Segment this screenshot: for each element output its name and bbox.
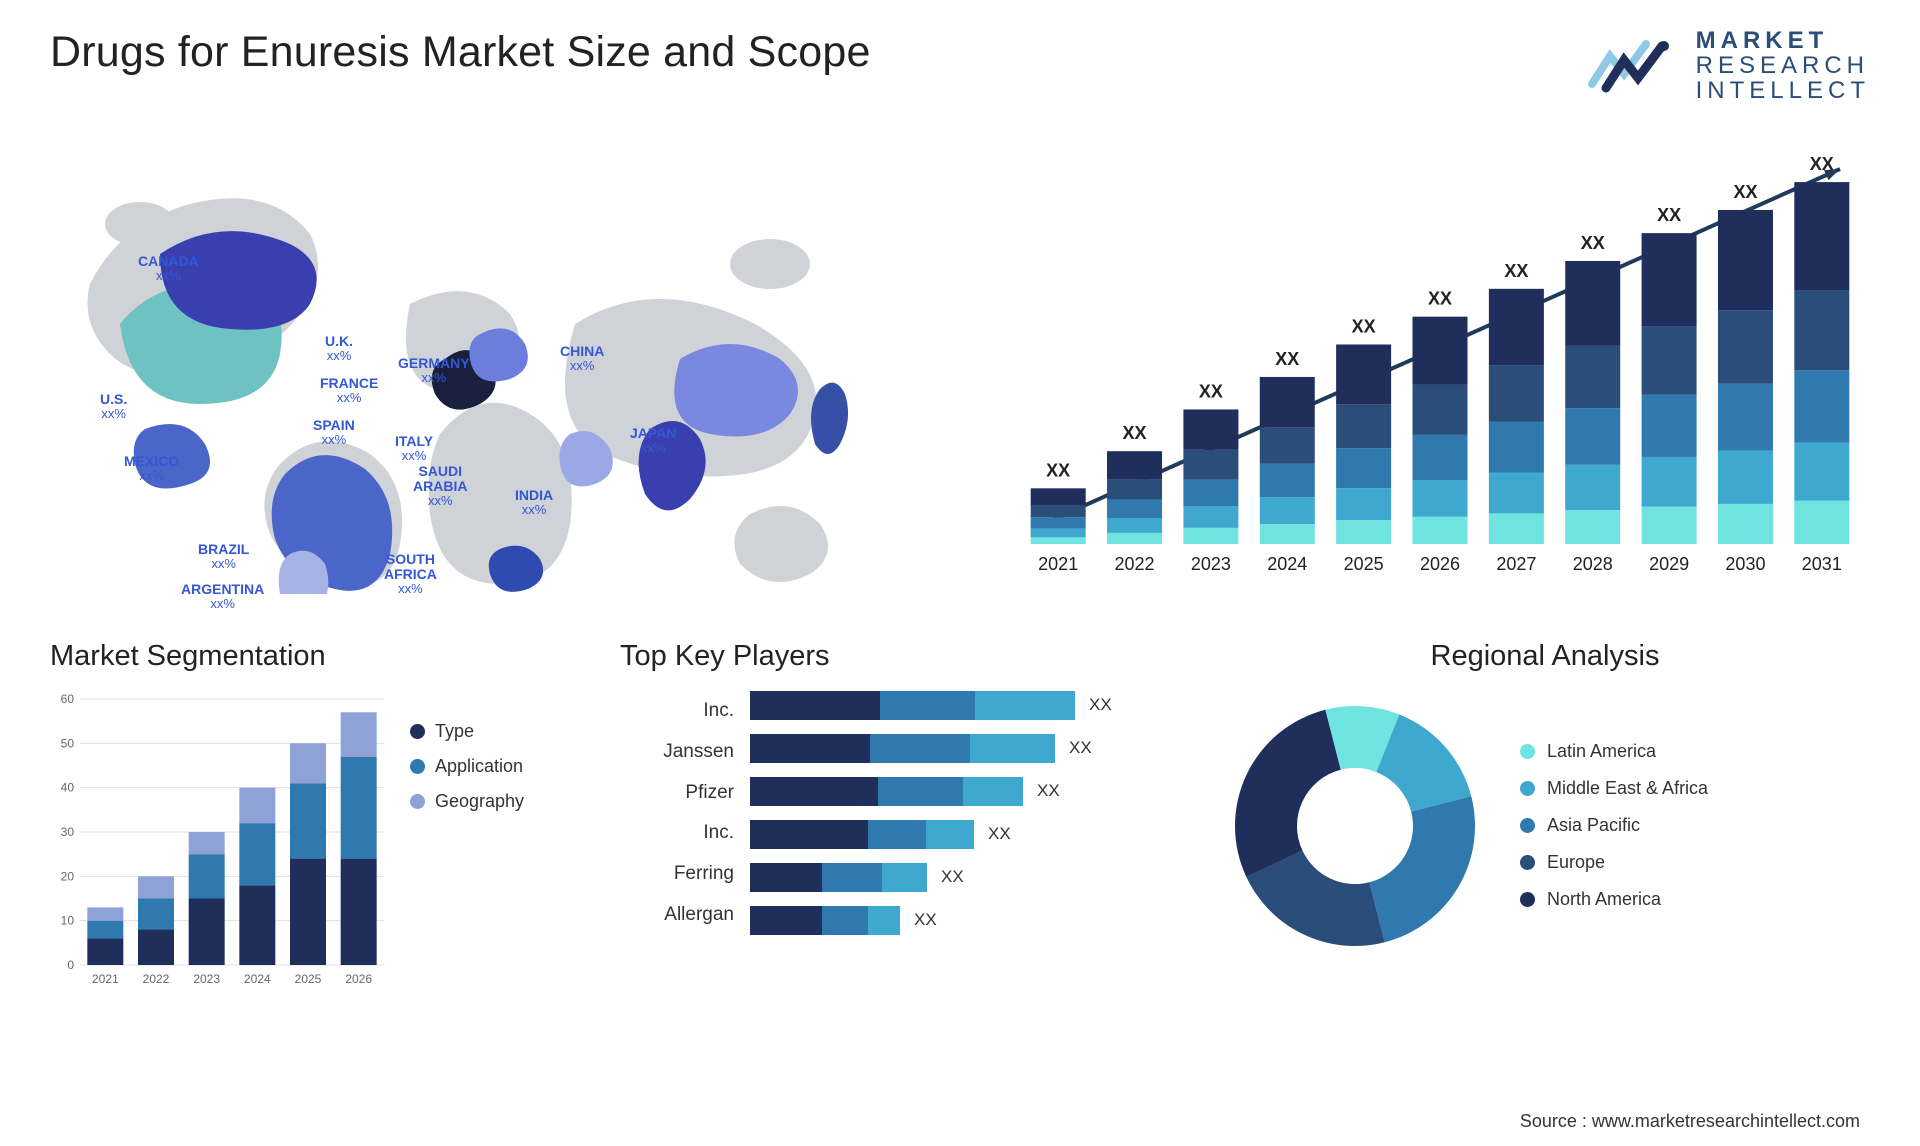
logo-line2: RESEARCH (1696, 53, 1870, 78)
svg-text:2023: 2023 (1191, 554, 1231, 574)
map-label: GERMANYxx% (398, 356, 470, 386)
logo-line1: MARKET (1696, 28, 1870, 53)
map-label: U.K.xx% (325, 334, 353, 364)
section-regional: Regional Analysis Latin America Middle Ea… (1220, 640, 1870, 996)
player-value: XX (1069, 738, 1092, 758)
map-label: JAPANxx% (630, 426, 676, 456)
svg-text:10: 10 (61, 913, 75, 927)
segmentation-legend: Type Application Geography (410, 721, 524, 996)
regional-donut (1220, 691, 1490, 961)
logo-icon (1588, 36, 1678, 96)
svg-text:2021: 2021 (92, 972, 119, 986)
page-title: Drugs for Enuresis Market Size and Scope (50, 28, 871, 77)
player-label: Janssen (620, 742, 734, 761)
map-label: CANADAxx% (138, 254, 199, 284)
map-label: SOUTHAFRICAxx% (384, 552, 437, 597)
legend-item: Application (410, 756, 524, 777)
player-bar-row: XX (750, 863, 1190, 892)
svg-text:2022: 2022 (1115, 554, 1155, 574)
svg-text:2027: 2027 (1496, 554, 1536, 574)
svg-text:XX: XX (1199, 381, 1223, 401)
svg-text:2023: 2023 (193, 972, 220, 986)
source-attribution: Source : www.marketresearchintellect.com (1520, 1111, 1860, 1132)
map-label: BRAZILxx% (198, 542, 249, 572)
svg-text:XX: XX (1657, 205, 1681, 225)
svg-text:60: 60 (61, 692, 75, 706)
svg-text:30: 30 (61, 825, 75, 839)
player-bar-row: XX (750, 777, 1190, 806)
svg-text:XX: XX (1123, 423, 1147, 443)
segmentation-chart: 0 10 20 30 40 50 60 2021 2022 2023 2024 2025 2026 (50, 691, 390, 991)
section-key-players: Top Key Players Inc. Janssen Pfizer Inc. Fer… (620, 640, 1190, 996)
player-bar-row: XX (750, 691, 1190, 720)
svg-text:2025: 2025 (295, 972, 322, 986)
brand-logo: MARKET RESEARCH INTELLECT (1588, 28, 1870, 104)
region-legend-item: Middle East & Africa (1520, 778, 1708, 799)
map-label: SAUDIARABIAxx% (413, 464, 467, 509)
svg-text:XX: XX (1428, 288, 1452, 308)
svg-text:2026: 2026 (345, 972, 372, 986)
section-segmentation: Market Segmentation 0 10 20 30 40 50 60 2021 202… (50, 640, 590, 996)
player-label: Inc. (620, 823, 734, 842)
segmentation-title: Market Segmentation (50, 640, 590, 673)
svg-text:XX: XX (1352, 316, 1376, 336)
legend-item: Type (410, 721, 524, 742)
player-value: XX (941, 867, 964, 887)
regional-title: Regional Analysis (1220, 640, 1870, 673)
key-players-bars: XX XX XX XX XX XX (750, 691, 1190, 935)
player-bar-row: XX (750, 734, 1190, 763)
player-value: XX (1089, 695, 1112, 715)
region-legend-item: North America (1520, 889, 1708, 910)
map-label: CHINAxx% (560, 344, 604, 374)
world-map: CANADAxx%U.S.xx%MEXICOxx%BRAZILxx%ARGENT… (50, 134, 930, 594)
player-label: Inc. (620, 701, 734, 720)
key-players-labels: Inc. Janssen Pfizer Inc. Ferring Allergan (620, 691, 750, 935)
svg-text:XX: XX (1046, 460, 1070, 480)
player-value: XX (1037, 781, 1060, 801)
region-legend-item: Latin America (1520, 741, 1708, 762)
svg-text:20: 20 (61, 869, 75, 883)
svg-text:2028: 2028 (1573, 554, 1613, 574)
map-label: INDIAxx% (515, 488, 553, 518)
svg-text:2024: 2024 (244, 972, 271, 986)
region-legend-item: Asia Pacific (1520, 815, 1708, 836)
svg-text:2031: 2031 (1802, 554, 1842, 574)
svg-text:2030: 2030 (1725, 554, 1765, 574)
svg-text:2026: 2026 (1420, 554, 1460, 574)
map-label: MEXICOxx% (124, 454, 179, 484)
map-label: U.S.xx% (100, 392, 127, 422)
svg-text:XX: XX (1733, 181, 1757, 201)
svg-text:XX: XX (1275, 349, 1299, 369)
svg-text:2029: 2029 (1649, 554, 1689, 574)
player-label: Ferring (620, 864, 734, 883)
map-label: ITALYxx% (395, 434, 433, 464)
svg-text:2022: 2022 (143, 972, 170, 986)
svg-text:40: 40 (61, 780, 75, 794)
svg-text:XX: XX (1810, 154, 1834, 174)
svg-text:2025: 2025 (1344, 554, 1384, 574)
market-size-svg: XX 2021 XX 2022 XX 2023 XX 2024 XX 2025 XX 2026 XX 20… (990, 134, 1870, 594)
market-size-chart: XX 2021 XX 2022 XX 2023 XX 2024 XX 2025 XX 2026 XX 20… (990, 134, 1870, 594)
key-players-title: Top Key Players (620, 640, 1190, 673)
player-label: Pfizer (620, 783, 734, 802)
svg-text:XX: XX (1504, 260, 1528, 280)
svg-text:50: 50 (61, 736, 75, 750)
legend-item: Geography (410, 791, 524, 812)
logo-line3: INTELLECT (1696, 78, 1870, 103)
svg-text:0: 0 (67, 958, 74, 972)
player-value: XX (914, 910, 937, 930)
player-label: Allergan (620, 905, 734, 924)
map-label: FRANCExx% (320, 376, 378, 406)
player-value: XX (988, 824, 1011, 844)
svg-text:2024: 2024 (1267, 554, 1307, 574)
player-bar-row: XX (750, 820, 1190, 849)
regional-legend: Latin America Middle East & Africa Asia Pa… (1520, 741, 1708, 910)
svg-text:2021: 2021 (1038, 554, 1078, 574)
map-label: SPAINxx% (313, 418, 355, 448)
player-bar-row: XX (750, 906, 1190, 935)
region-legend-item: Europe (1520, 852, 1708, 873)
map-label: ARGENTINAxx% (181, 582, 264, 612)
svg-text:XX: XX (1581, 233, 1605, 253)
